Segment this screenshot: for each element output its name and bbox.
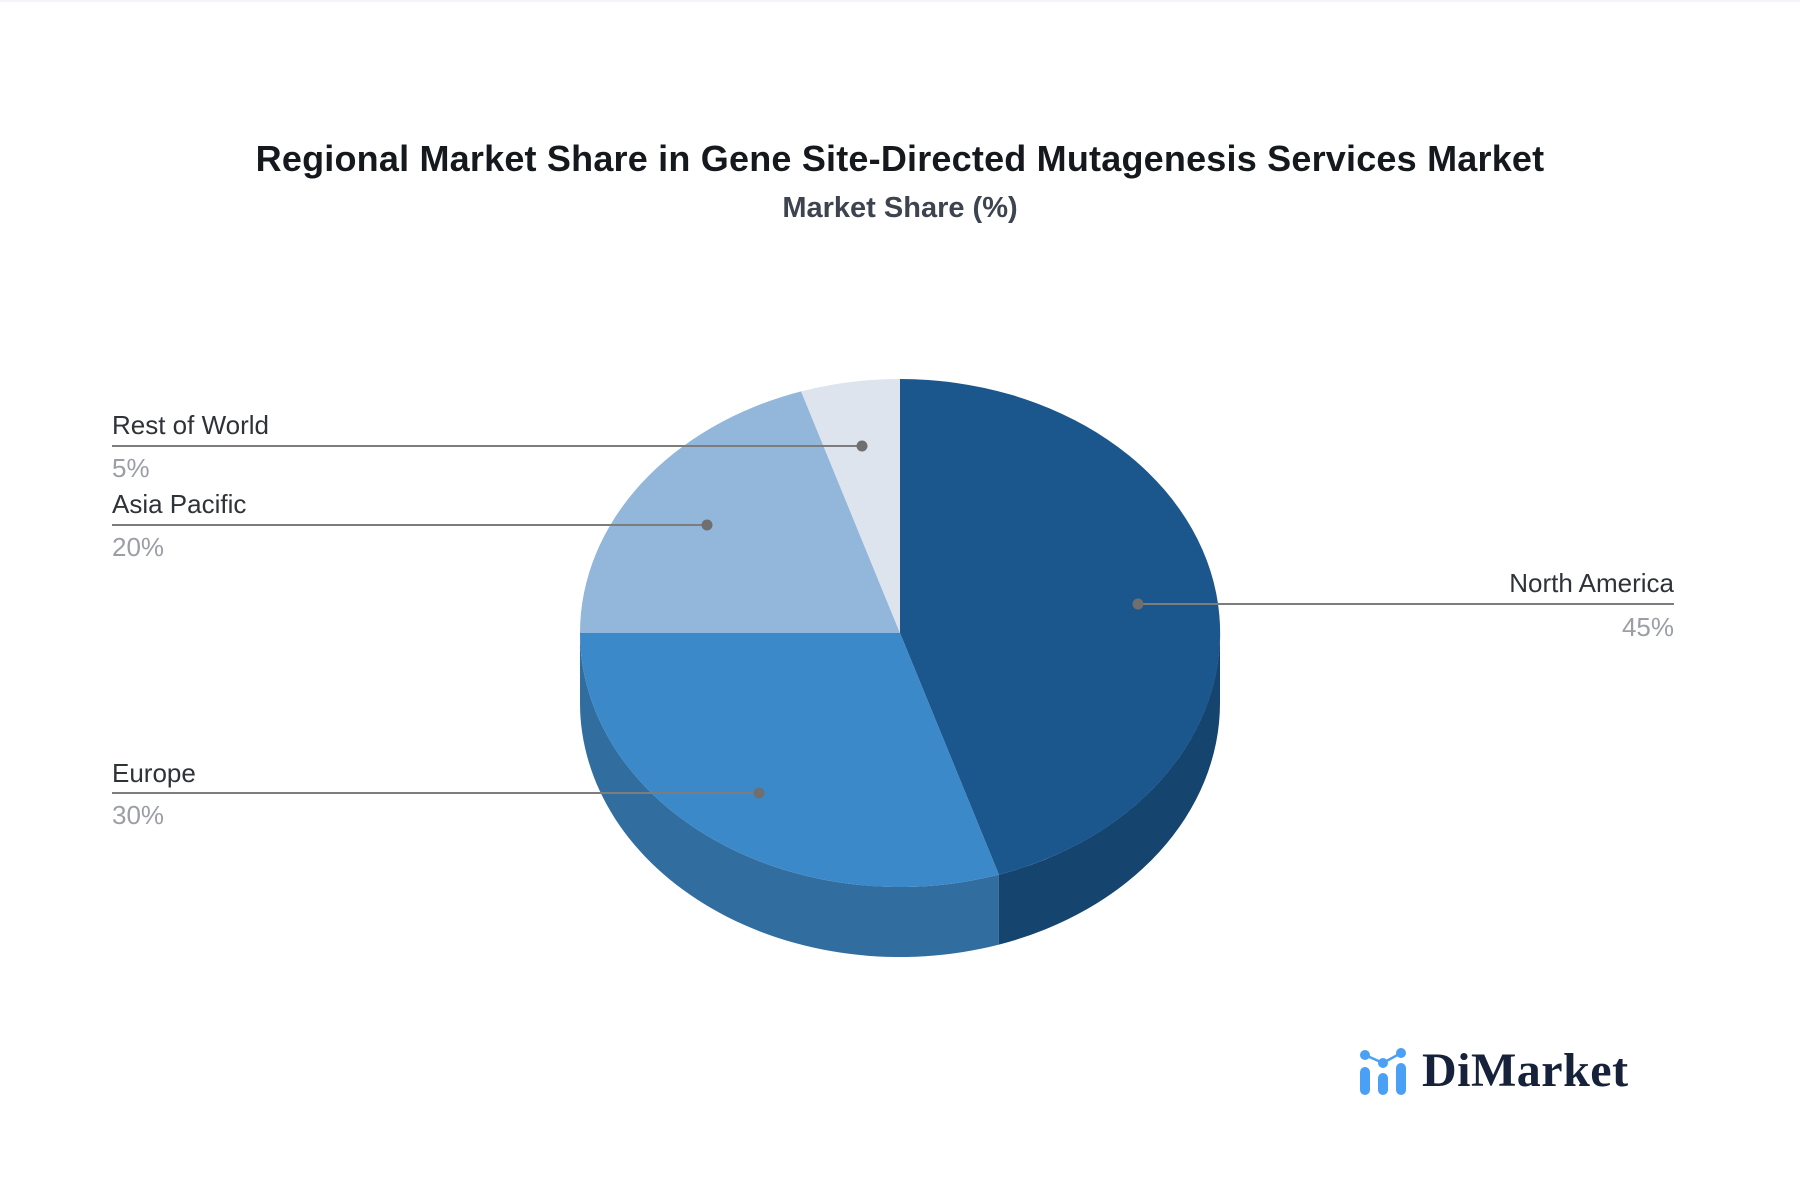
- chart-title: Regional Market Share in Gene Site-Direc…: [255, 138, 1545, 179]
- callout-label-asia-pacific: Asia Pacific: [112, 489, 247, 519]
- pie-slice-rest-of-world: [801, 378, 900, 633]
- pie-slice-north-america: [900, 378, 1221, 875]
- leader-dot-europe: [753, 787, 765, 799]
- callout-value-asia-pacific: 20%: [112, 532, 165, 562]
- chart-subtitle: Market Share (%): [782, 192, 1018, 224]
- pie-side-europe: [580, 633, 999, 958]
- pie-side-north-america: [998, 633, 1220, 945]
- pie-slice-europe: [580, 633, 999, 888]
- pie-slice-asia-pacific: [580, 391, 900, 633]
- callout-value-north-america: 45%: [1621, 612, 1674, 642]
- callout-label-north-america: North America: [1509, 568, 1674, 598]
- brand-logo: DiMarket: [1358, 1042, 1629, 1100]
- leader-dot-rest-of-world: [856, 440, 868, 452]
- brand-logo-text: DiMarket: [1422, 1044, 1629, 1097]
- bar-line-chart-icon: [1360, 1048, 1406, 1095]
- leader-dot-north-america: [1132, 598, 1144, 610]
- callout-value-rest-of-world: 5%: [112, 453, 150, 483]
- callout-value-europe: 30%: [112, 800, 165, 830]
- callout-label-europe: Europe: [112, 758, 196, 788]
- callout-label-rest-of-world: Rest of World: [112, 410, 270, 440]
- leader-dot-asia-pacific: [701, 519, 713, 531]
